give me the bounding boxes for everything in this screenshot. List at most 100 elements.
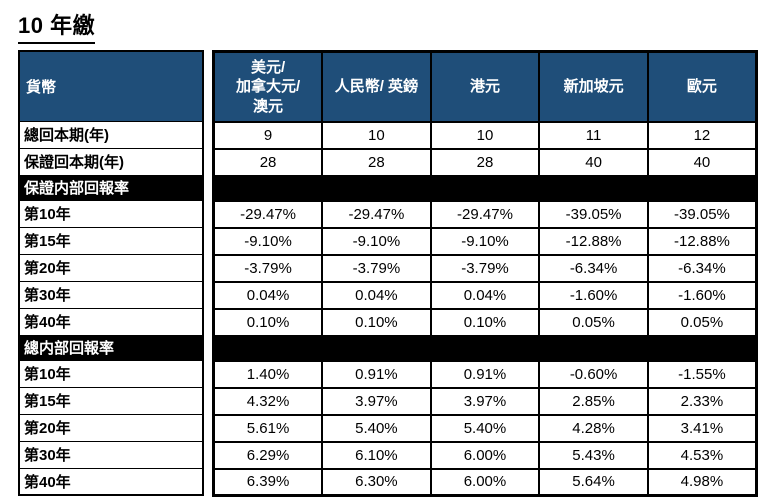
data-cell: -6.34% [646,253,758,283]
row-label: 第10年 [18,359,204,388]
section-header-row: 保證内部回報率 [18,174,204,201]
section-header-row [212,174,758,202]
data-cell: -12.88% [646,226,758,256]
data-cell: 6.39% [212,467,324,497]
data-cell: -29.47% [321,199,432,229]
data-cell: 0.10% [321,307,432,337]
table-row: 4.32% 3.97% 3.97% 2.85% 2.33% [212,386,758,416]
data-cell: 40 [646,147,758,177]
row-label: 第30年 [18,280,204,309]
table-row: 28 28 28 40 40 [212,147,758,177]
data-cell: 4.53% [646,440,758,470]
table-row: 保證回本期(年) [18,147,204,176]
data-cell: 10 [429,120,541,150]
row-label: 第20年 [18,413,204,442]
row-label: 第30年 [18,440,204,469]
table-row: -29.47% -29.47% -29.47% -39.05% -39.05% [212,199,758,229]
page-title: 10 年繳 [18,8,96,44]
data-cell: 3.41% [646,413,758,443]
table-row: -3.79% -3.79% -3.79% -6.34% -6.34% [212,253,758,283]
data-cell: -1.55% [646,359,758,389]
data-cell: -3.79% [321,253,432,283]
data-cell: -1.60% [538,280,649,310]
label-column-table: 貨幣 總回本期(年) 保證回本期(年) 保證内部回報率 第10年 第15年 第20年 第30… [18,50,204,496]
section-header-row [212,334,758,362]
data-cell: 6.30% [321,467,432,497]
col-header-rmb-gbp: 人民幣/ 英鎊 [321,50,432,123]
data-cell: 0.04% [321,280,432,310]
table-row: 0.04% 0.04% 0.04% -1.60% -1.60% [212,280,758,310]
data-cell: -9.10% [321,226,432,256]
data-cell: 9 [212,120,324,150]
data-columns-body: 美元/ 加拿大元/ 澳元 人民幣/ 英鎊 港元 新加坡元 歐元 9 10 10 11 1… [212,50,758,497]
table-row: 1.40% 0.91% 0.91% -0.60% -1.55% [212,359,758,389]
data-cell: 0.05% [646,307,758,337]
data-cell: 28 [212,147,324,177]
data-cell: -39.05% [538,199,649,229]
data-cell: -1.60% [646,280,758,310]
data-cell: 4.32% [212,386,324,416]
data-cell: 0.91% [321,359,432,389]
col-header-eur: 歐元 [646,50,758,123]
row-label: 總回本期(年) [18,120,204,149]
data-cell: 3.97% [429,386,541,416]
table-row: 0.10% 0.10% 0.10% 0.05% 0.05% [212,307,758,337]
table-row: 9 10 10 11 12 [212,120,758,150]
data-cell: 5.64% [538,467,649,497]
data-cell: -12.88% [538,226,649,256]
data-cell: 5.40% [321,413,432,443]
data-cell: -9.10% [429,226,541,256]
data-cell: -3.79% [429,253,541,283]
table-row: 第40年 [18,307,204,336]
table-row: -9.10% -9.10% -9.10% -12.88% -12.88% [212,226,758,256]
irr-table: 貨幣 總回本期(年) 保證回本期(年) 保證内部回報率 第10年 第15年 第20年 第30… [18,50,758,497]
table-row: 第30年 [18,280,204,309]
table-row: 6.29% 6.10% 6.00% 5.43% 4.53% [212,440,758,470]
row-label: 第40年 [18,467,204,496]
currency-header-row: 美元/ 加拿大元/ 澳元 人民幣/ 英鎊 港元 新加坡元 歐元 [212,50,758,123]
table-row: 第15年 [18,386,204,415]
data-cell: 0.91% [429,359,541,389]
table-row: 第20年 [18,253,204,282]
data-cell: 5.43% [538,440,649,470]
data-cell: 3.97% [321,386,432,416]
data-cell: -3.79% [212,253,324,283]
row-label: 第10年 [18,199,204,228]
table-row: 第30年 [18,440,204,469]
row-label: 第40年 [18,307,204,336]
table-row: 第10年 [18,199,204,228]
table-row: 第10年 [18,359,204,388]
data-cell: 0.04% [429,280,541,310]
col-header-usd-cad-aud: 美元/ 加拿大元/ 澳元 [212,50,324,123]
data-cell: -39.05% [646,199,758,229]
label-header-row: 貨幣 [18,50,204,122]
data-cell: -29.47% [429,199,541,229]
data-cell: -29.47% [212,199,324,229]
data-cell: 2.33% [646,386,758,416]
section-header-label: 保證内部回報率 [18,174,204,201]
data-cell: 6.00% [429,467,541,497]
data-cell: 0.10% [212,307,324,337]
data-cell: 28 [429,147,541,177]
data-cell: -9.10% [212,226,324,256]
data-columns-table: 美元/ 加拿大元/ 澳元 人民幣/ 英鎊 港元 新加坡元 歐元 9 10 10 11 1… [212,50,758,497]
data-cell: 0.04% [212,280,324,310]
data-cell: 5.61% [212,413,324,443]
table-row: 第15年 [18,226,204,255]
table-row: 6.39% 6.30% 6.00% 5.64% 4.98% [212,467,758,497]
data-cell: 28 [321,147,432,177]
data-cell: 40 [538,147,649,177]
data-cell: 4.28% [538,413,649,443]
section-header-fill [212,334,758,362]
data-cell: 4.98% [646,467,758,497]
col-header-sgd: 新加坡元 [538,50,649,123]
data-cell: 11 [538,120,649,150]
row-label: 第15年 [18,386,204,415]
table-row: 第20年 [18,413,204,442]
section-header-label: 總内部回報率 [18,334,204,361]
table-row: 第40年 [18,467,204,496]
row-label: 第20年 [18,253,204,282]
data-cell: 6.29% [212,440,324,470]
data-cell: -6.34% [538,253,649,283]
data-cell: -0.60% [538,359,649,389]
